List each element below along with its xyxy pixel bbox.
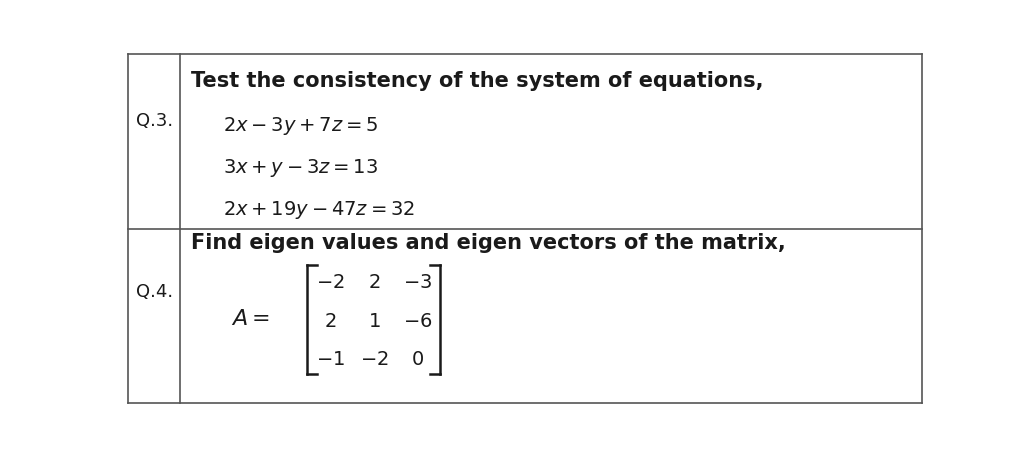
- Text: $A=$: $A=$: [231, 309, 270, 329]
- Text: Q.4.: Q.4.: [135, 283, 173, 300]
- Text: $2x-3y+7z=5$: $2x-3y+7z=5$: [223, 115, 378, 137]
- Text: $2$: $2$: [325, 312, 337, 331]
- Text: $-3$: $-3$: [403, 273, 432, 292]
- Text: $0$: $0$: [412, 350, 424, 369]
- Text: $-1$: $-1$: [315, 350, 345, 369]
- Text: $2x+19y-47z=32$: $2x+19y-47z=32$: [223, 198, 415, 221]
- Text: $1$: $1$: [368, 312, 380, 331]
- Text: Test the consistency of the system of equations,: Test the consistency of the system of eq…: [191, 71, 764, 91]
- Text: Q.3.: Q.3.: [135, 111, 173, 130]
- Text: $-2$: $-2$: [359, 350, 388, 369]
- Text: $2$: $2$: [368, 273, 380, 292]
- Text: $3x+y-3z=13$: $3x+y-3z=13$: [223, 157, 379, 179]
- Text: $-6$: $-6$: [402, 312, 432, 331]
- Text: Find eigen values and eigen vectors of the matrix,: Find eigen values and eigen vectors of t…: [191, 233, 786, 253]
- Text: $-2$: $-2$: [316, 273, 345, 292]
